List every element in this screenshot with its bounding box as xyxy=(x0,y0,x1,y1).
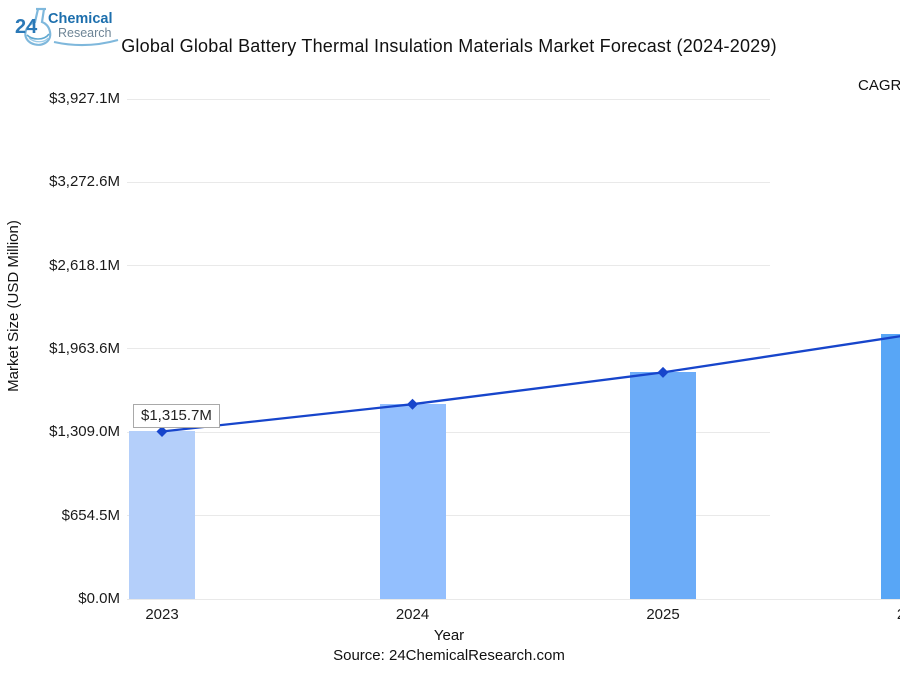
bar-2025[interactable] xyxy=(630,372,696,599)
x-tick-label: 2023 xyxy=(145,606,179,623)
gridline xyxy=(127,348,770,350)
cagr-annotation: CAGR xyxy=(858,77,900,94)
logo-word-research: Research xyxy=(58,26,112,40)
company-logo: 24 Chemical Research xyxy=(15,7,119,47)
gridline xyxy=(127,181,770,183)
x-axis-line xyxy=(127,598,900,600)
y-tick-label: $3,272.6M xyxy=(49,173,120,191)
y-tick-label: $3,927.1M xyxy=(49,90,120,107)
bar-2026[interactable] xyxy=(880,334,900,599)
gridline xyxy=(127,431,770,433)
flask-icon xyxy=(24,7,119,47)
gridline xyxy=(127,98,770,100)
gridline xyxy=(127,515,770,517)
x-axis-title: Year xyxy=(433,627,465,644)
logo-number: 24 xyxy=(15,16,38,38)
bar-2024[interactable] xyxy=(379,404,446,599)
y-tick-label: $1,963.6M xyxy=(49,339,120,357)
line-point-2023[interactable] xyxy=(156,425,168,437)
y-tick-label: $0.0M xyxy=(78,590,120,607)
x-tick-label: 2026 xyxy=(854,606,900,624)
trend-line xyxy=(161,335,900,433)
data-point-label: $1,315.7M xyxy=(133,404,220,429)
x-tick-label: 2025 xyxy=(646,606,680,623)
y-tick-label: $2,618.1M xyxy=(49,256,120,274)
x-tick-label: 2024 xyxy=(395,606,430,623)
gridline xyxy=(127,265,770,267)
logo-word-chemical: Chemical xyxy=(48,11,112,27)
bar-2023[interactable] xyxy=(129,431,195,599)
y-tick-label: $1,309.0M xyxy=(49,423,120,441)
chart-title: Global Global Battery Thermal Insulation… xyxy=(121,36,777,56)
source-credit: Source: 24ChemicalResearch.com xyxy=(333,647,565,664)
line-point-2025[interactable] xyxy=(657,366,669,378)
line-point-2024[interactable] xyxy=(407,398,418,410)
y-tick-label: $654.5M xyxy=(61,506,120,524)
